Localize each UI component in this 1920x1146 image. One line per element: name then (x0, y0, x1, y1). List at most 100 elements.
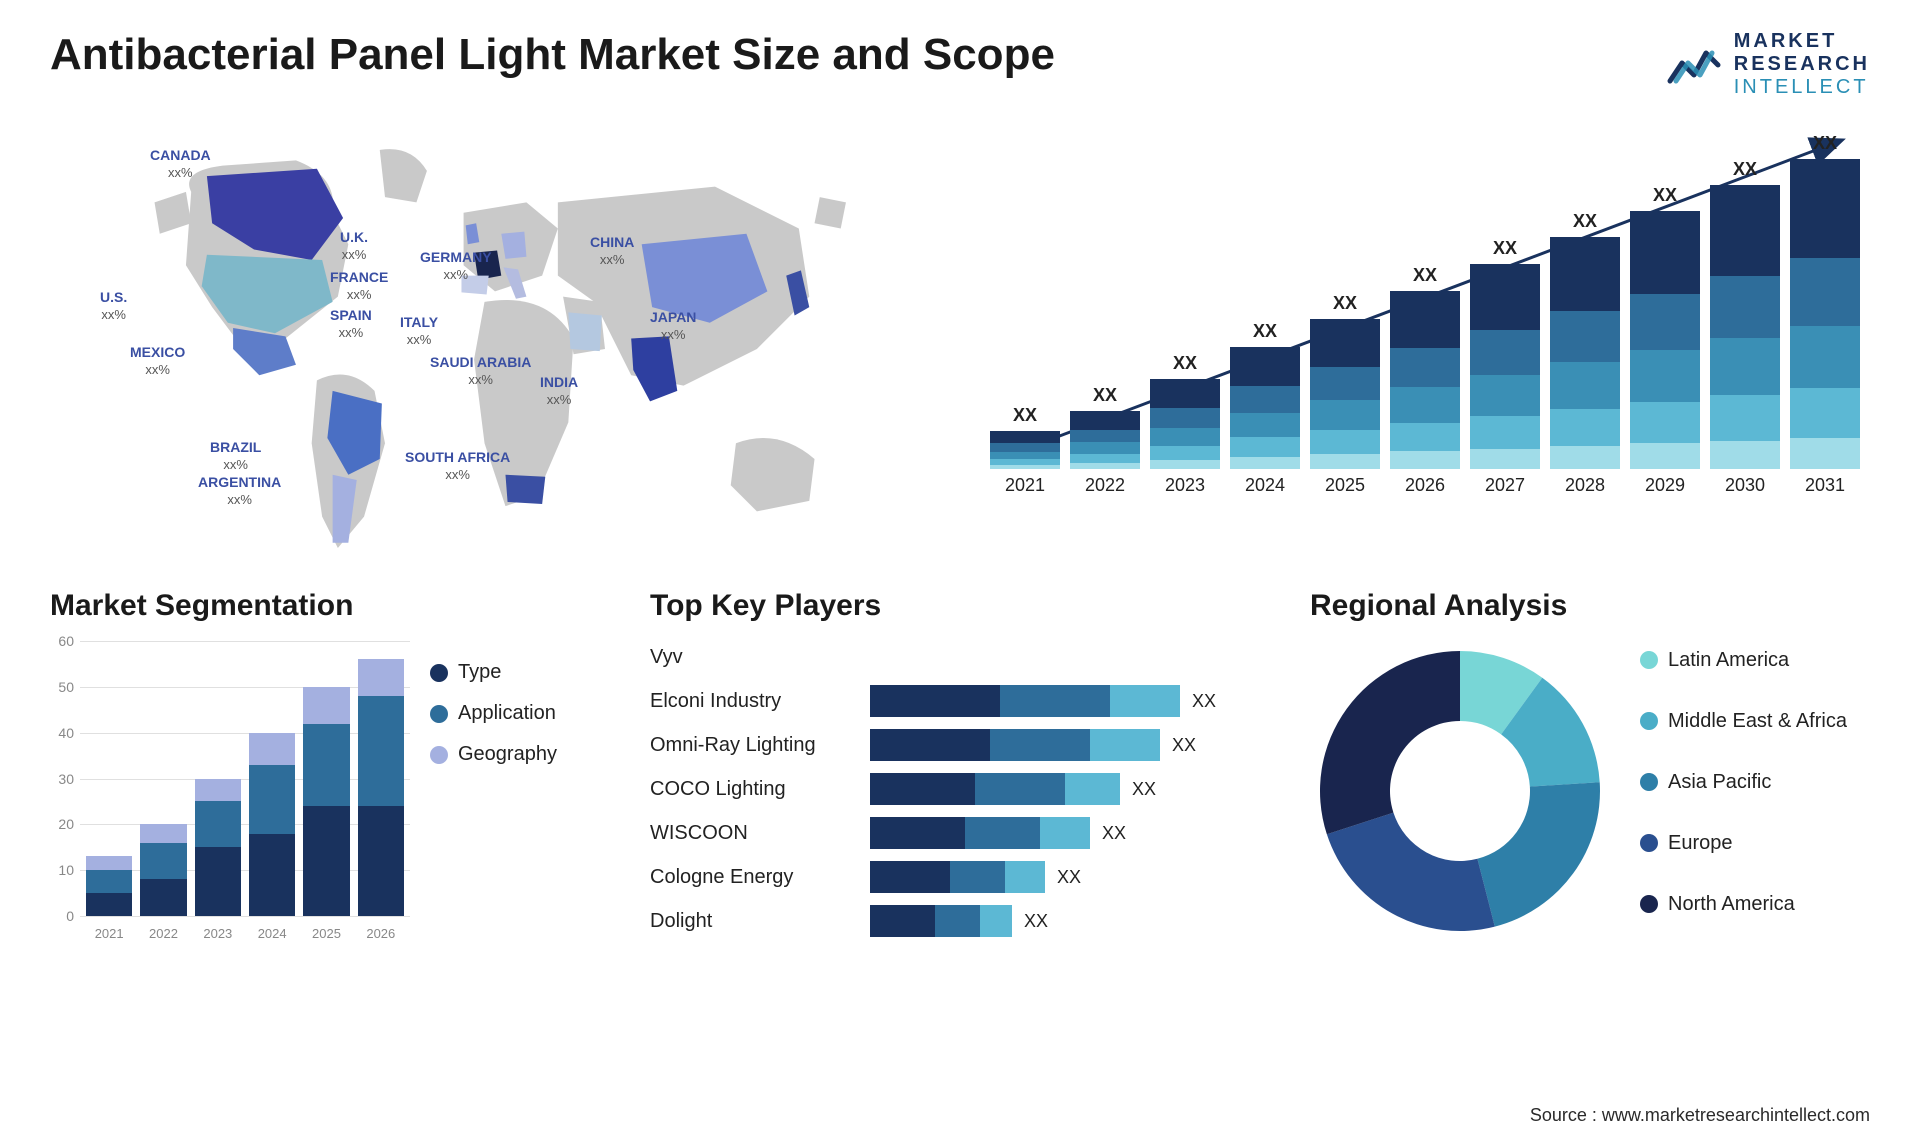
main-bar-xlabel: 2024 (1230, 475, 1300, 496)
player-bar-row (870, 641, 1270, 673)
main-bar-xlabel: 2022 (1070, 475, 1140, 496)
main-bar-seg (990, 465, 1060, 469)
map-label-germany: GERMANYxx% (420, 249, 492, 283)
player-name: Dolight (650, 905, 850, 937)
player-name: Vyv (650, 641, 850, 673)
player-bar-seg (965, 817, 1040, 849)
main-bar-2026: XX (1390, 291, 1460, 469)
main-bar-seg (1070, 430, 1140, 443)
main-bar-xlabel: 2027 (1470, 475, 1540, 496)
legend-label: Middle East & Africa (1668, 710, 1847, 733)
main-bar-2021: XX (990, 431, 1060, 469)
seg-xlabel: 2021 (86, 926, 132, 941)
player-bar (870, 861, 1045, 893)
main-bar-seg (1630, 294, 1700, 351)
main-bar-seg (1390, 291, 1460, 348)
main-bar-seg (990, 443, 1060, 451)
map-country-us (202, 255, 333, 334)
main-bar-2029: XX (1630, 211, 1700, 469)
seg-ytick: 30 (58, 771, 74, 787)
player-bar (870, 773, 1120, 805)
player-bar (870, 905, 1012, 937)
legend-swatch (1640, 712, 1658, 730)
main-bar-xlabel: 2030 (1710, 475, 1780, 496)
main-bar-2022: XX (1070, 411, 1140, 469)
main-bar-seg (1310, 454, 1380, 469)
logo-text-3: INTELLECT (1734, 76, 1870, 99)
main-bar-seg (1070, 463, 1140, 469)
main-bar-2025: XX (1310, 319, 1380, 469)
legend-swatch (430, 664, 448, 682)
seg-bar-part (303, 806, 349, 916)
player-bar-seg (990, 729, 1090, 761)
player-value: XX (1102, 823, 1126, 844)
main-bar-value-2026: XX (1390, 265, 1460, 286)
player-bar-seg (1005, 861, 1045, 893)
map-label-mexico: MEXICOxx% (130, 344, 185, 378)
main-bar-seg (1390, 348, 1460, 387)
map-country-india (631, 336, 677, 401)
legend-swatch (430, 746, 448, 764)
regional-legend-item: North America (1640, 893, 1847, 916)
legend-swatch (1640, 773, 1658, 791)
seg-legend-item: Application (430, 702, 610, 725)
main-bar-value-2023: XX (1150, 353, 1220, 374)
main-bar-seg (1230, 437, 1300, 457)
regional-legend-item: Asia Pacific (1640, 771, 1847, 794)
map-label-japan: JAPANxx% (650, 309, 696, 343)
main-bar-seg (1150, 460, 1220, 469)
legend-swatch (1640, 651, 1658, 669)
seg-ytick: 0 (66, 908, 74, 924)
main-bar-seg (1550, 311, 1620, 362)
main-bar-seg (1390, 451, 1460, 469)
main-bar-value-2022: XX (1070, 385, 1140, 406)
map-label-china: CHINAxx% (590, 234, 634, 268)
main-bar-seg (1790, 258, 1860, 326)
legend-label: Asia Pacific (1668, 771, 1771, 794)
seg-xlabel: 2024 (249, 926, 295, 941)
main-bar-seg (1710, 276, 1780, 338)
logo-text-1: MARKET (1734, 30, 1870, 53)
main-bar-seg (1230, 413, 1300, 437)
main-bar-xlabel: 2028 (1550, 475, 1620, 496)
seg-ytick: 20 (58, 816, 74, 832)
main-bar-seg (1470, 416, 1540, 449)
main-bar-seg (1070, 454, 1140, 463)
seg-bar-part (195, 801, 241, 847)
seg-bar-part (140, 824, 186, 842)
seg-ytick: 40 (58, 725, 74, 741)
main-bar-xlabel: 2021 (990, 475, 1060, 496)
player-name: Cologne Energy (650, 861, 850, 893)
player-bar-seg (870, 861, 950, 893)
main-bar-seg (1790, 388, 1860, 438)
seg-gridline (80, 916, 410, 917)
regional-legend-item: Latin America (1640, 649, 1847, 672)
seg-bar-part (303, 687, 349, 724)
player-bar-seg (1090, 729, 1160, 761)
donut-slice-europe (1327, 813, 1495, 931)
legend-swatch (1640, 895, 1658, 913)
page-title: Antibacterial Panel Light Market Size an… (50, 30, 1055, 80)
main-bar-value-2030: XX (1710, 159, 1780, 180)
map-label-u-k-: U.K.xx% (340, 229, 368, 263)
main-bar-chart: XXXXXXXXXXXXXXXXXXXXXX 20212022202320242… (980, 129, 1870, 569)
player-bar-seg (870, 729, 990, 761)
seg-bar-part (195, 847, 241, 916)
player-bar (870, 729, 1160, 761)
main-bar-seg (1150, 428, 1220, 446)
main-bar-xlabel: 2023 (1150, 475, 1220, 496)
map-label-u-s-: U.S.xx% (100, 289, 127, 323)
main-bar-value-2025: XX (1310, 293, 1380, 314)
main-bar-seg (1470, 375, 1540, 416)
main-bar-seg (1470, 330, 1540, 375)
main-bar-seg (1630, 402, 1700, 443)
segmentation-legend: TypeApplicationGeography (430, 641, 610, 941)
main-bar-seg (1630, 211, 1700, 294)
main-bar-seg (1470, 449, 1540, 470)
player-value: XX (1024, 911, 1048, 932)
main-bar-seg (1710, 395, 1780, 440)
legend-label: Type (458, 661, 501, 684)
player-bar-seg (1000, 685, 1110, 717)
main-bar-seg (1230, 386, 1300, 413)
legend-swatch (1640, 834, 1658, 852)
